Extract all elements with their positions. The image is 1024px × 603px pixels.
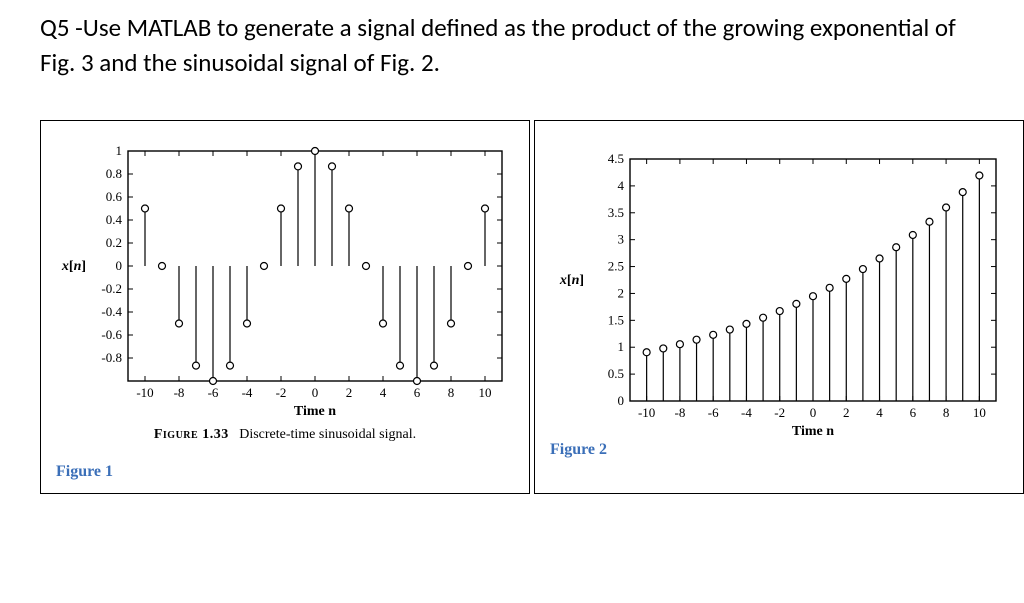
figure-1-svg: -10 -8 -6 -4 -2 0 2 4 6 8 10 -0.8 -0.6 -0.4 -0.2 0 0.2 0.… — [56, 141, 516, 421]
figure-1-caption-text: Discrete-time sinusoidal signal. — [239, 427, 416, 442]
svg-text:4.5: 4.5 — [608, 151, 624, 166]
svg-text:1: 1 — [618, 339, 625, 354]
svg-text:0.6: 0.6 — [106, 189, 123, 204]
svg-text:6: 6 — [910, 405, 917, 420]
svg-text:0: 0 — [116, 258, 123, 273]
svg-text:-2: -2 — [276, 385, 287, 400]
svg-text:3: 3 — [618, 232, 625, 247]
svg-text:-10: -10 — [136, 385, 153, 400]
svg-text:4: 4 — [618, 178, 625, 193]
svg-text:3.5: 3.5 — [608, 205, 624, 220]
figures-row: -10-8-6-4-20246810-0.8-0.6-0.4-0.200.20.… — [40, 120, 984, 494]
svg-text:10: 10 — [973, 405, 986, 420]
svg-text:-0.8: -0.8 — [101, 350, 122, 365]
svg-text:-0.6: -0.6 — [101, 327, 122, 342]
figure-1-plot: -10 -8 -6 -4 -2 0 2 4 6 8 10 -0.8 -0.6 -0.4 -0.2 0 0.2 0.… — [56, 141, 514, 421]
figure-2-title: Figure 2 — [550, 441, 1008, 459]
svg-text:Time n: Time n — [792, 424, 834, 439]
svg-text:4: 4 — [876, 405, 883, 420]
svg-text:0: 0 — [312, 385, 319, 400]
figure-1-caption-label: Figure 1.33 — [154, 427, 229, 442]
svg-text:-8: -8 — [174, 385, 185, 400]
svg-text:-4: -4 — [242, 385, 253, 400]
svg-text:0: 0 — [618, 393, 625, 408]
question-text: Q5 -Use MATLAB to generate a signal defi… — [40, 10, 984, 80]
svg-text:8: 8 — [448, 385, 455, 400]
svg-text:0.5: 0.5 — [608, 366, 624, 381]
svg-text:-10: -10 — [638, 405, 655, 420]
figure-1-title: Figure 1 — [56, 463, 514, 481]
svg-text:-2: -2 — [774, 405, 785, 420]
svg-text:0.8: 0.8 — [106, 166, 122, 181]
svg-text:-8: -8 — [674, 405, 685, 420]
svg-text:-6: -6 — [708, 405, 719, 420]
svg-text:2: 2 — [843, 405, 850, 420]
svg-text:-6: -6 — [208, 385, 219, 400]
svg-text:0.4: 0.4 — [106, 212, 123, 227]
figure-2-plot: -10-8-6-4-2024681000.511.522.533.544.5Ti… — [550, 141, 1008, 421]
svg-text:1: 1 — [116, 143, 123, 158]
svg-text:1.5: 1.5 — [608, 312, 624, 327]
svg-text:-0.4: -0.4 — [101, 304, 122, 319]
svg-text:10: 10 — [479, 385, 492, 400]
svg-text:Time n: Time n — [294, 404, 336, 419]
svg-text:0: 0 — [810, 405, 817, 420]
svg-text:-4: -4 — [741, 405, 752, 420]
svg-text:8: 8 — [943, 405, 950, 420]
svg-text:6: 6 — [414, 385, 421, 400]
figure-2-box: -10 -8 -6 -4 -2 0 2 4 6 8 10 0 0.5 1 1.5 2 2.5 3 3.5 4 4.5 Ti… — [534, 120, 1024, 494]
svg-text:-0.2: -0.2 — [101, 281, 122, 296]
svg-text:2: 2 — [346, 385, 353, 400]
svg-text:2.5: 2.5 — [608, 259, 624, 274]
figure-1-caption: Figure 1.33 Discrete-time sinusoidal sig… — [56, 427, 514, 443]
figure-1-box: -10 -8 -6 -4 -2 0 2 4 6 8 10 -0.8 -0.6 -0.4 -0.2 0 0.2 0.… — [40, 120, 530, 494]
svg-text:2: 2 — [618, 285, 625, 300]
figure-2-svg: -10 -8 -6 -4 -2 0 2 4 6 8 10 0 0.5 1 1.5 2 2.5 3 3.5 4 4.5 Ti… — [550, 141, 1010, 441]
svg-text:x[n]: x[n] — [61, 259, 86, 274]
svg-text:x[n]: x[n] — [559, 273, 584, 288]
svg-text:4: 4 — [380, 385, 387, 400]
svg-text:0.2: 0.2 — [106, 235, 122, 250]
